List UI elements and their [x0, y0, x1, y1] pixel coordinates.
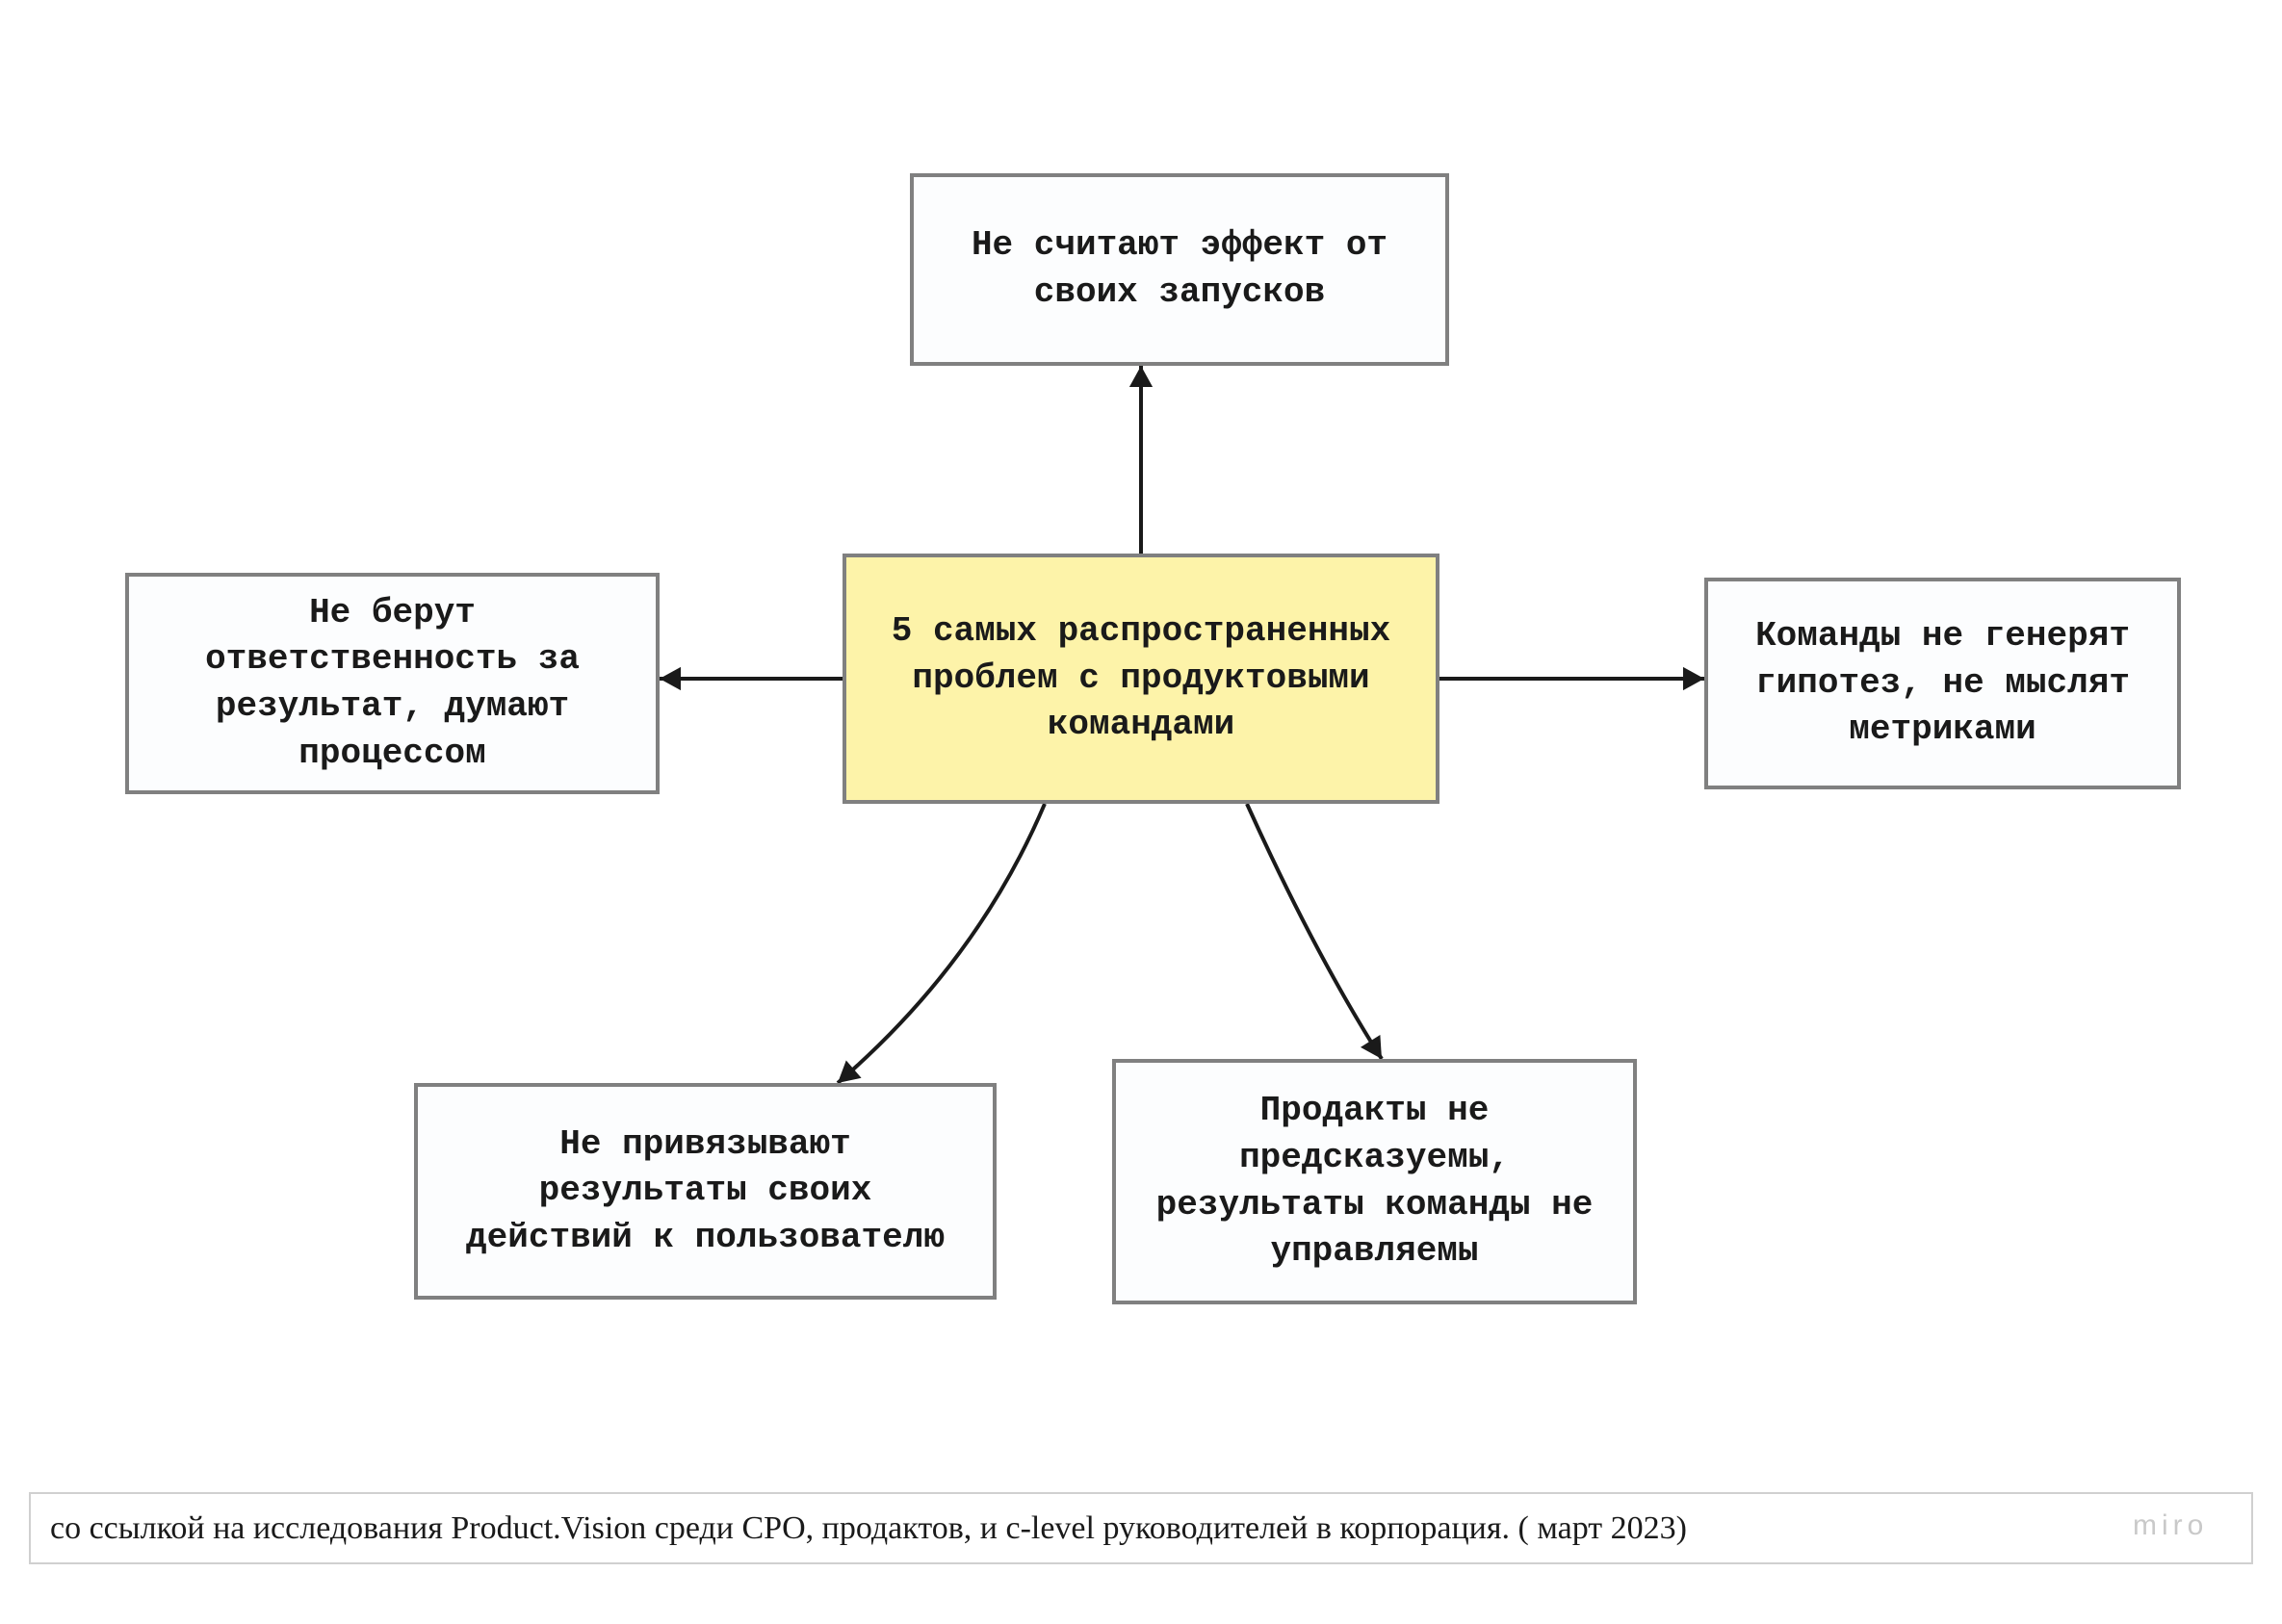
footer-caption: со ссылкой на исследования Product.Visio… [29, 1492, 2253, 1564]
miro-watermark: miro [2133, 1509, 2208, 1542]
edge-center-to-bottom_left [838, 804, 1045, 1083]
node-bottom-right: Продакты не предсказуемы, результаты ком… [1112, 1059, 1637, 1304]
diagram-canvas: 5 самых распространенных проблем с проду… [0, 0, 2282, 1624]
node-top: Не считают эффект от своих запусков [910, 173, 1449, 366]
node-bottom-right-label: Продакты не предсказуемы, результаты ком… [1145, 1088, 1604, 1275]
footer-text: со ссылкой на исследования Product.Visio… [50, 1510, 1687, 1547]
edge-center-to-bottom_right [1247, 804, 1382, 1059]
node-left: Не берут ответственность за результат, д… [125, 573, 660, 794]
node-center: 5 самых распространенных проблем с проду… [843, 554, 1439, 804]
node-right: Команды не генерят гипотез, не мыслят ме… [1704, 578, 2181, 789]
node-bottom-left-label: Не привязывают результаты своих действий… [447, 1121, 964, 1262]
node-center-label: 5 самых распространенных проблем с проду… [875, 608, 1407, 749]
node-top-label: Не считают эффект от своих запусков [943, 222, 1416, 316]
node-left-label: Не берут ответственность за результат, д… [158, 590, 627, 777]
node-bottom-left: Не привязывают результаты своих действий… [414, 1083, 997, 1300]
node-right-label: Команды не генерят гипотез, не мыслят ме… [1737, 613, 2148, 754]
